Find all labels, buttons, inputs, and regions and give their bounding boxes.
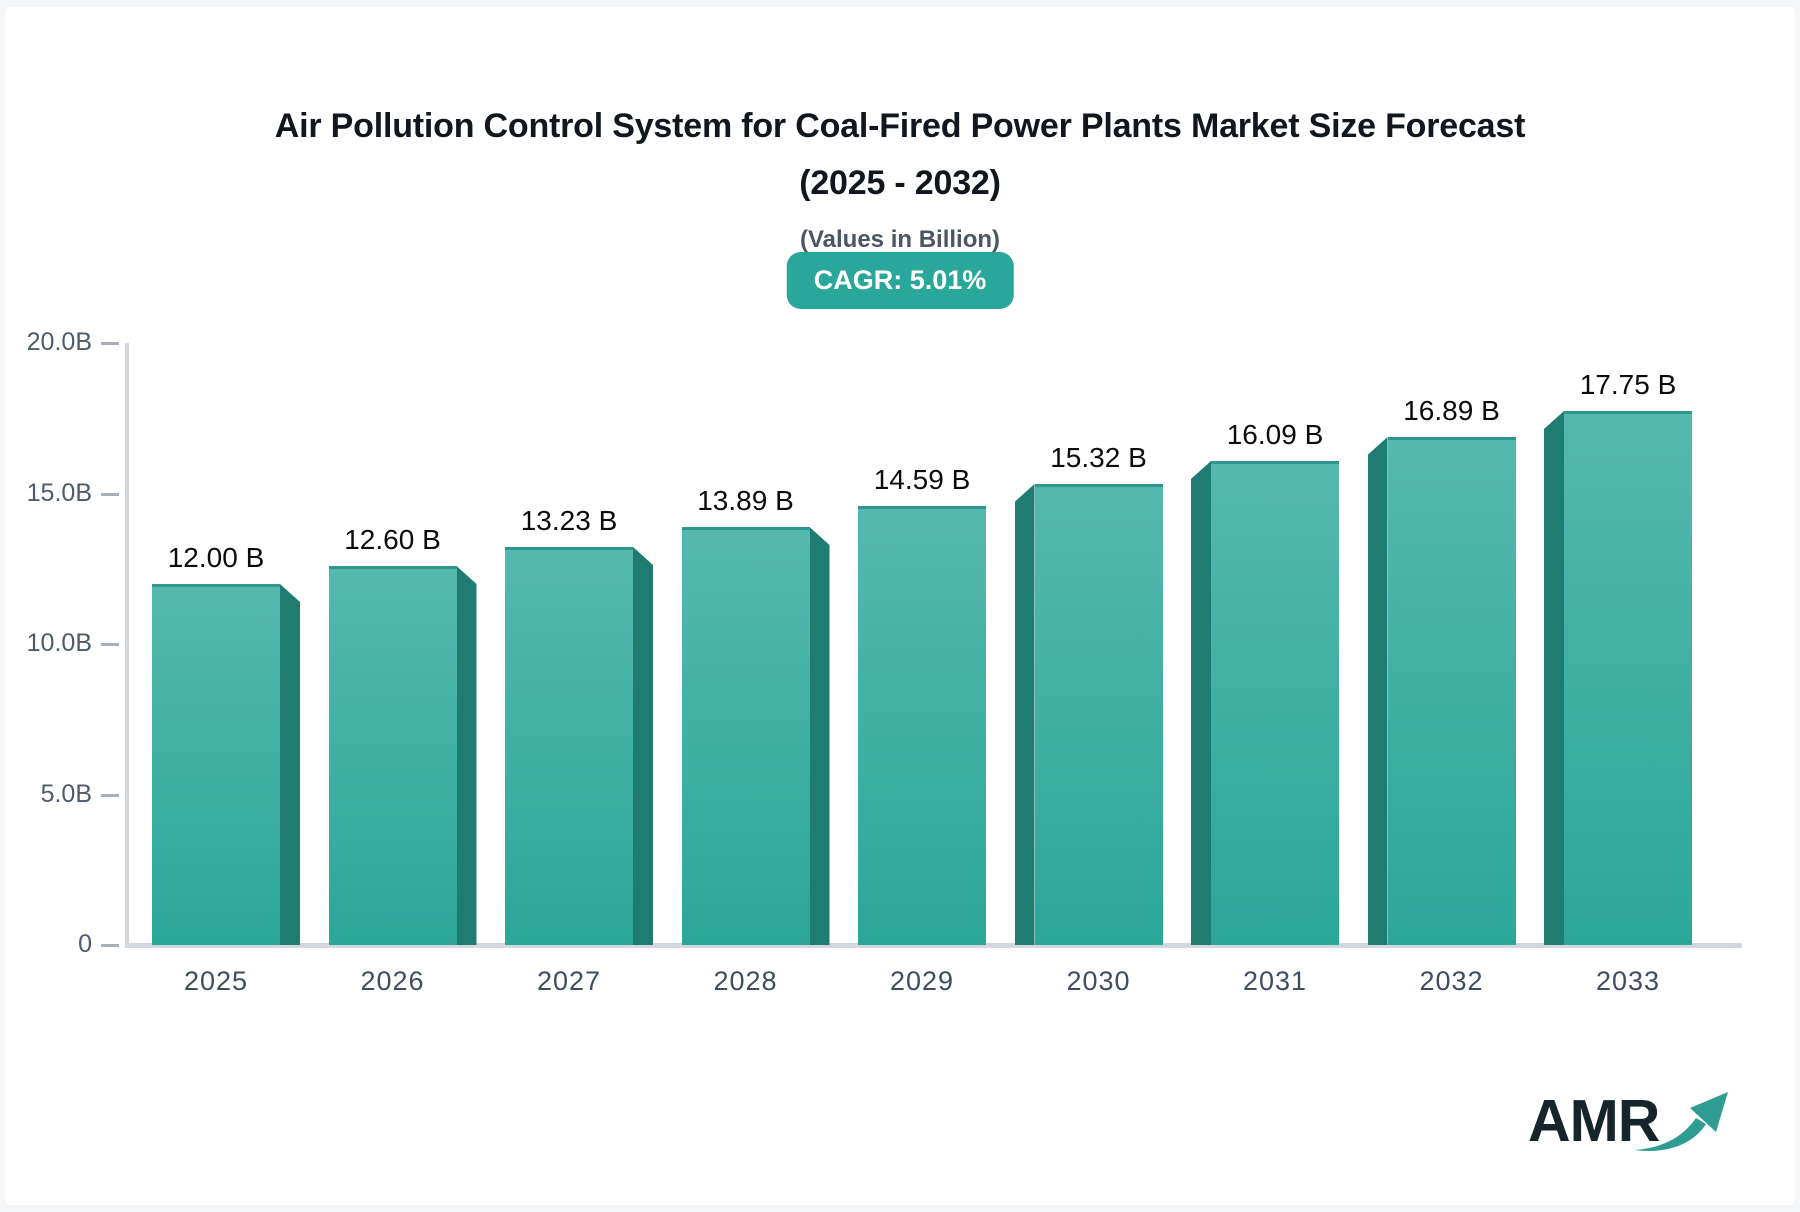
page-title: Air Pollution Control System for Coal-Fi…	[0, 98, 1800, 212]
bar-value-label: 15.32 B	[1050, 442, 1147, 473]
bar-2033[interactable]	[1564, 411, 1692, 945]
y-tick-label: 0	[78, 930, 92, 958]
bar-side-2027	[633, 547, 653, 945]
y-tick-dash	[101, 793, 119, 797]
page-title-line2: (2025 - 2032)	[799, 164, 1001, 202]
y-tick-dash	[101, 643, 119, 646]
bar-value-label: 12.00 B	[167, 542, 265, 573]
bar-side-2031	[1191, 461, 1211, 945]
cagr-badge: CAGR: 5.01%	[786, 252, 1014, 309]
amr-logo: AMR	[1528, 1086, 1738, 1158]
bar-value-label: 13.23 B	[520, 505, 618, 536]
y-tick-dash	[101, 342, 119, 345]
y-tick-dash	[101, 944, 119, 947]
bar-2030[interactable]	[1034, 484, 1163, 945]
bar-side-2033	[1544, 411, 1564, 945]
bar-side-2032	[1367, 437, 1388, 945]
x-axis-line	[125, 943, 1742, 948]
y-tick-label: 5.0B	[40, 779, 92, 808]
x-tick-label: 2032	[1419, 966, 1484, 996]
x-tick-label: 2030	[1066, 966, 1131, 996]
bar-2031[interactable]	[1211, 461, 1339, 945]
y-tick-label: 10.0B	[26, 629, 92, 657]
bar-value-label: 16.09 B	[1226, 419, 1324, 450]
y-tick-dash	[101, 492, 119, 496]
y-tick-label: 15.0B	[26, 478, 92, 507]
y-axis-line	[125, 343, 129, 947]
bar-value-label: 13.89 B	[697, 485, 794, 516]
bar-side-2028	[809, 527, 830, 945]
bar-value-label: 17.75 B	[1579, 369, 1677, 400]
bar-2029[interactable]	[858, 506, 986, 945]
page-title-line1: Air Pollution Control System for Coal-Fi…	[274, 107, 1526, 145]
bar-value-label: 16.89 B	[1403, 395, 1500, 426]
bar-2032[interactable]	[1387, 437, 1516, 945]
x-tick-label: 2033	[1595, 966, 1661, 996]
bar-value-label: 12.60 B	[344, 524, 441, 555]
bar-side-2030	[1014, 484, 1035, 945]
bar-2027[interactable]	[505, 547, 633, 945]
x-tick-label: 2027	[536, 966, 602, 996]
x-tick-label: 2025	[183, 966, 249, 996]
amr-logo-arrow-icon	[1634, 1092, 1728, 1151]
bar-2026[interactable]	[328, 566, 457, 945]
x-tick-label: 2029	[889, 966, 955, 996]
x-tick-label: 2028	[713, 966, 778, 996]
y-tick-label: 20.0B	[26, 328, 92, 356]
bar-2028[interactable]	[681, 527, 810, 945]
x-tick-label: 2026	[360, 966, 425, 996]
bar-side-2026	[456, 566, 477, 945]
x-tick-label: 2031	[1242, 966, 1308, 996]
bar-value-label: 14.59 B	[873, 464, 971, 495]
bar-2025[interactable]	[152, 584, 280, 945]
amr-logo-text: AMR	[1528, 1088, 1660, 1154]
chart-subtitle: (Values in Billion)	[799, 226, 1001, 253]
bar-side-2025	[280, 584, 300, 945]
